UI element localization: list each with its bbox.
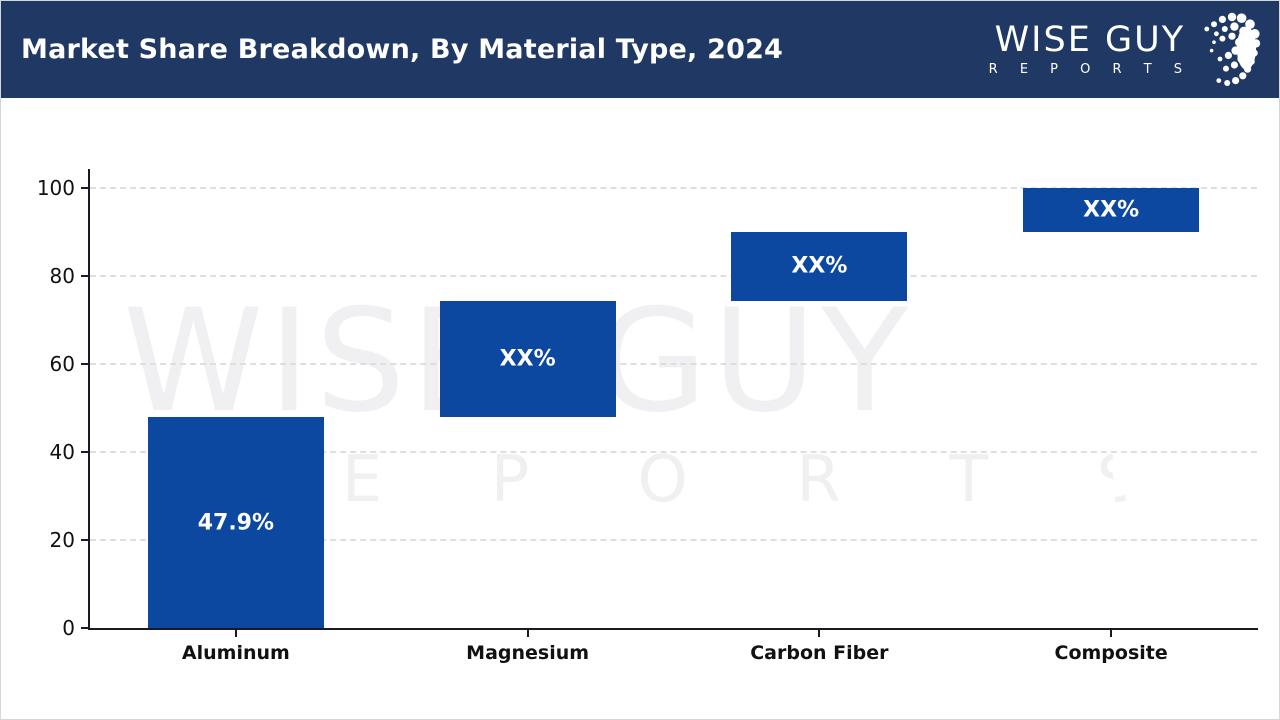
y-tick-label: 60 [49, 352, 75, 376]
x-tick-label-magnesium: Magnesium [466, 642, 590, 664]
x-axis-tick [526, 628, 529, 637]
gridline [90, 187, 1257, 189]
bar-magnesium [439, 300, 616, 418]
bar-aluminum [147, 417, 324, 628]
y-tick-label: 20 [49, 528, 75, 552]
gridline [90, 363, 1257, 365]
bar-composite [1023, 188, 1200, 232]
bar-value-label: 47.9% [197, 510, 275, 536]
wiseguy-logo: WISE GUY R E P O R T S [989, 9, 1263, 91]
x-tick-label-carbon-fiber: Carbon Fiber [750, 642, 889, 664]
y-axis-tick [81, 451, 90, 453]
wiseguy-logo-text: WISE GUY R E P O R T S [989, 21, 1191, 79]
bar-value-label: XX% [499, 346, 556, 372]
watermark-text-line2: R E P O R T S [189, 443, 1182, 517]
y-tick-label: 40 [49, 440, 75, 464]
x-tick-label-composite: Composite [1054, 642, 1168, 664]
wiseguy-logo-line1: WISE GUY [994, 20, 1186, 60]
header-bar: Market Share Breakdown, By Material Type… [1, 1, 1279, 98]
y-axis-line [88, 169, 90, 630]
y-axis-tick [81, 275, 90, 277]
y-tick-label: 80 [49, 264, 75, 288]
bar-value-label: XX% [791, 253, 848, 279]
x-axis-tick [818, 628, 821, 637]
watermark-head-icon [942, 232, 1230, 610]
gridline [90, 539, 1257, 541]
chart-title: Market Share Breakdown, By Material Type… [21, 34, 784, 65]
x-axis-tick [1110, 628, 1113, 637]
wiseguy-logo-line2: R E P O R T S [988, 62, 1191, 77]
y-axis-tick [81, 627, 90, 629]
gridline [90, 451, 1257, 453]
y-axis-tick [81, 539, 90, 541]
y-tick-label: 100 [36, 176, 75, 200]
x-axis-tick [234, 628, 237, 637]
wiseguy-head-icon [1204, 12, 1261, 86]
x-tick-label-aluminum: Aluminum [181, 642, 290, 664]
x-axis-line [88, 628, 1258, 630]
bar-value-label: XX% [1083, 197, 1140, 223]
y-axis-tick [81, 363, 90, 365]
gridline [90, 275, 1257, 277]
y-axis-tick [81, 187, 90, 189]
bar-carbon-fiber [731, 231, 908, 301]
y-tick-label: 0 [62, 616, 75, 640]
